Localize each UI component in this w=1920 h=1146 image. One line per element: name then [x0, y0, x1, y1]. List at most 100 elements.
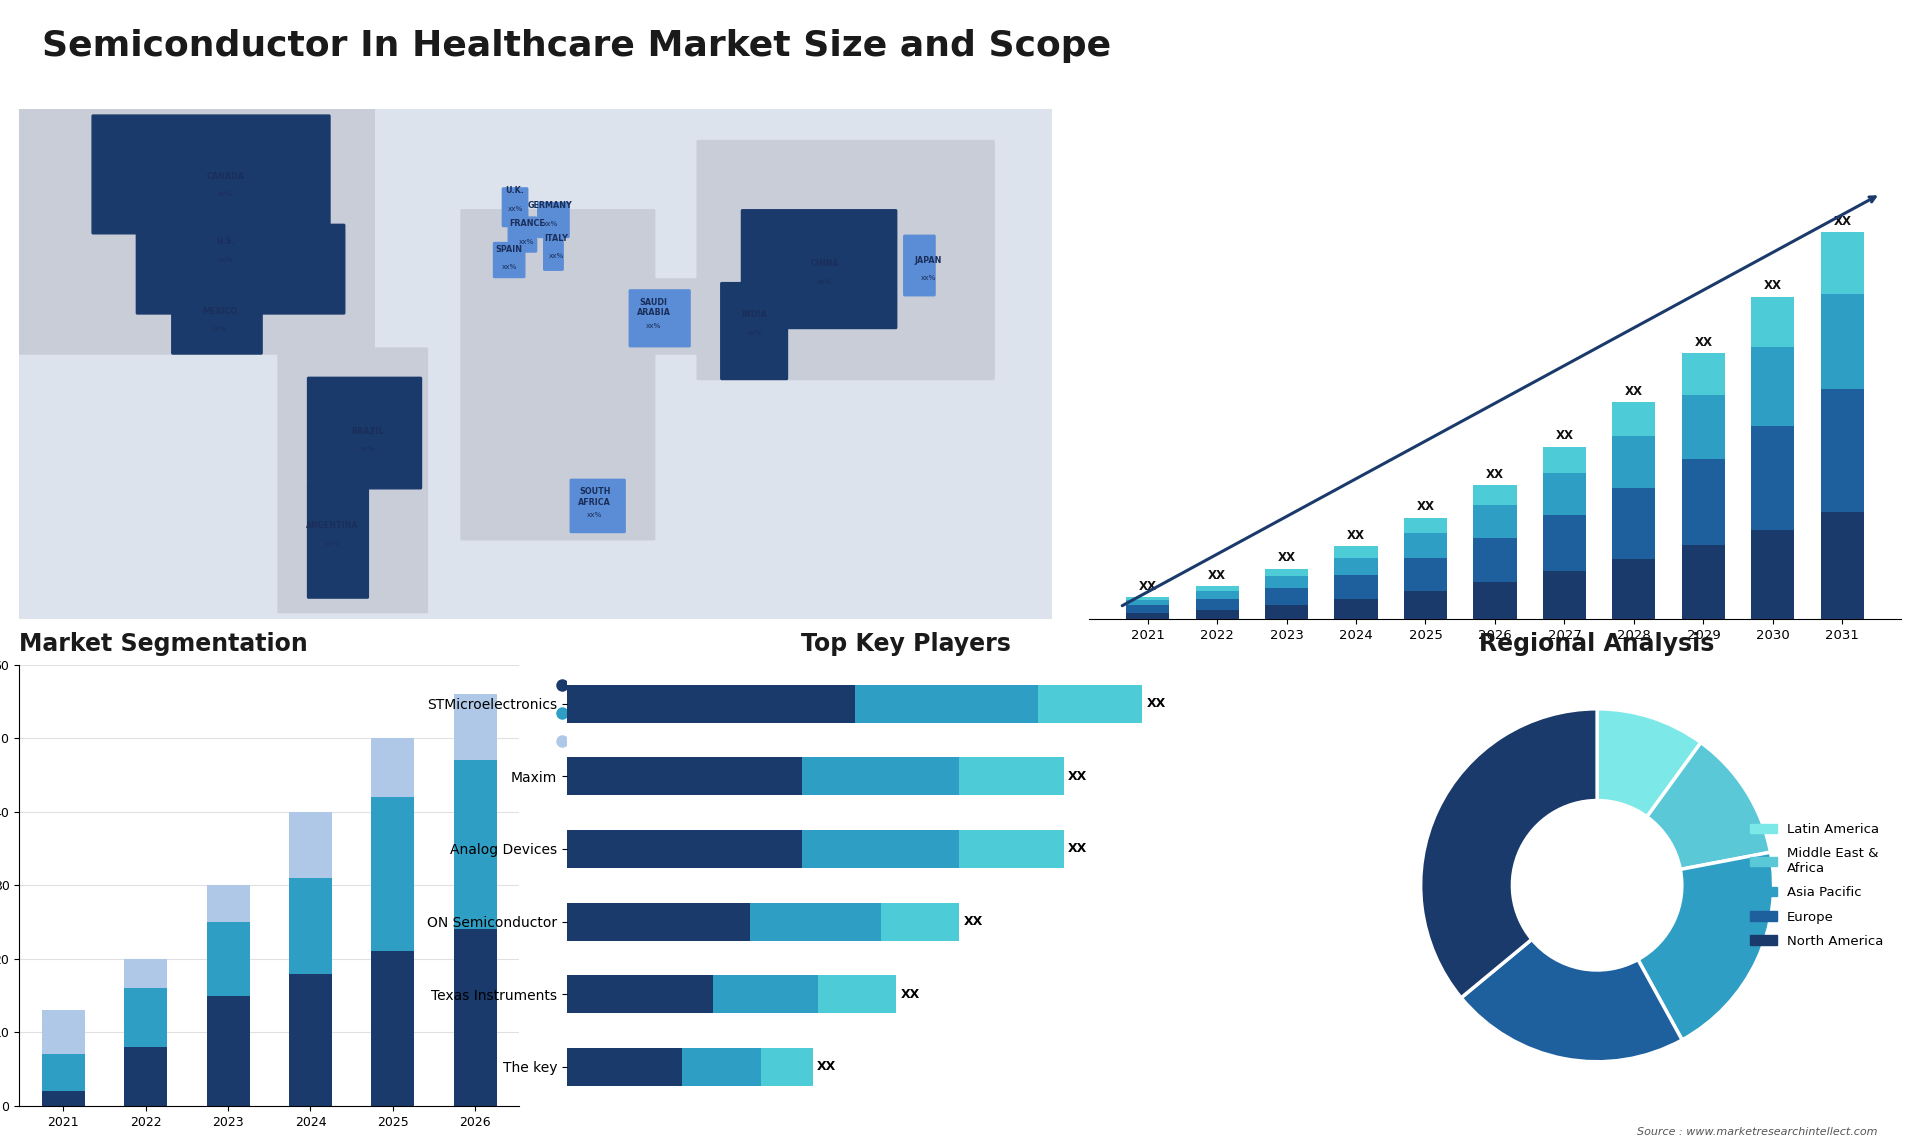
Text: U.S.: U.S. [217, 237, 234, 246]
FancyBboxPatch shape [630, 290, 689, 347]
Bar [1613, 488, 1655, 559]
Bar [125, 988, 167, 1047]
Text: Semiconductor In Healthcare Market Size and Scope: Semiconductor In Healthcare Market Size … [42, 29, 1112, 63]
Text: xx%: xx% [213, 327, 228, 332]
Text: XX: XX [900, 988, 920, 1000]
Text: CHINA: CHINA [810, 259, 839, 268]
Wedge shape [1647, 743, 1770, 870]
Bar [207, 885, 250, 923]
Bar [566, 903, 751, 941]
FancyBboxPatch shape [570, 479, 626, 533]
Title: Regional Analysis: Regional Analysis [1480, 631, 1715, 656]
FancyBboxPatch shape [171, 301, 263, 354]
FancyBboxPatch shape [503, 188, 528, 227]
FancyBboxPatch shape [307, 487, 369, 598]
Bar [290, 878, 332, 974]
FancyBboxPatch shape [543, 235, 563, 270]
FancyBboxPatch shape [741, 210, 897, 329]
Bar [1682, 460, 1724, 545]
Bar [42, 1054, 84, 1091]
Bar [818, 975, 897, 1013]
Text: xx%: xx% [920, 275, 935, 281]
Bar [751, 903, 881, 941]
Text: xx%: xx% [501, 265, 516, 270]
Bar [1751, 529, 1795, 619]
Text: ITALY: ITALY [545, 234, 568, 243]
Bar [854, 684, 1037, 722]
Bar [1682, 353, 1724, 395]
Text: XX: XX [1139, 580, 1156, 592]
Bar [453, 929, 497, 1106]
Bar [1265, 576, 1308, 588]
Bar [1473, 582, 1517, 619]
Bar [1196, 610, 1238, 619]
Bar [682, 1049, 760, 1086]
Bar [1473, 505, 1517, 537]
Bar [1265, 605, 1308, 619]
Text: xx%: xx% [543, 221, 559, 227]
Bar [566, 830, 803, 868]
Wedge shape [1597, 708, 1701, 817]
FancyBboxPatch shape [624, 278, 699, 354]
Bar [1751, 347, 1795, 425]
Text: XX: XX [1555, 429, 1574, 442]
Text: xx%: xx% [588, 512, 603, 518]
Text: xx%: xx% [507, 206, 522, 212]
Text: SOUTH
AFRICA: SOUTH AFRICA [578, 487, 611, 507]
Text: xx%: xx% [518, 238, 534, 245]
Bar [1820, 233, 1864, 293]
Bar [125, 1047, 167, 1106]
Text: xx%: xx% [359, 447, 374, 453]
Bar [1334, 557, 1377, 574]
Bar [1751, 297, 1795, 347]
Text: XX: XX [1764, 280, 1782, 292]
Bar [1196, 598, 1238, 610]
Text: XX: XX [1834, 214, 1851, 228]
Text: XX: XX [1695, 336, 1713, 348]
Bar [42, 1091, 84, 1106]
Text: XX: XX [818, 1060, 837, 1074]
Text: INTELLECT: INTELLECT [1763, 74, 1832, 87]
Text: XX: XX [1208, 568, 1227, 582]
FancyBboxPatch shape [92, 115, 330, 234]
FancyBboxPatch shape [904, 235, 935, 296]
Bar [1265, 568, 1308, 576]
Text: xx%: xx% [747, 330, 762, 336]
Text: FRANCE: FRANCE [509, 219, 545, 228]
Bar [1544, 515, 1586, 571]
Bar [1820, 388, 1864, 511]
Wedge shape [1421, 708, 1597, 998]
Bar [42, 1011, 84, 1054]
Bar [1544, 571, 1586, 619]
Bar [207, 923, 250, 996]
Text: XX: XX [1146, 697, 1165, 711]
Text: XX: XX [1348, 528, 1365, 542]
FancyBboxPatch shape [278, 348, 428, 613]
Bar [803, 758, 960, 795]
Text: XX: XX [964, 916, 983, 928]
Bar [566, 1049, 682, 1086]
Bar [207, 996, 250, 1106]
Bar [1820, 293, 1864, 388]
Bar [566, 975, 714, 1013]
Text: XX: XX [1068, 842, 1087, 855]
Bar [714, 975, 818, 1013]
Bar [1404, 533, 1448, 557]
Bar [1820, 511, 1864, 619]
Text: U.K.: U.K. [505, 187, 524, 195]
Legend: Application, Product, Geography: Application, Product, Geography [541, 672, 676, 755]
Bar [453, 694, 497, 760]
Title: Top Key Players: Top Key Players [801, 631, 1012, 656]
Text: CANADA: CANADA [207, 172, 246, 181]
Bar [566, 684, 854, 722]
Text: Source : www.marketresearchintellect.com: Source : www.marketresearchintellect.com [1638, 1127, 1878, 1137]
Bar [1613, 437, 1655, 488]
Text: xx%: xx% [219, 257, 234, 264]
Bar [881, 903, 960, 941]
Bar [125, 959, 167, 988]
Bar [1125, 613, 1169, 619]
Bar [566, 758, 803, 795]
Bar [1196, 591, 1238, 598]
FancyBboxPatch shape [697, 141, 995, 379]
Bar [453, 760, 497, 929]
